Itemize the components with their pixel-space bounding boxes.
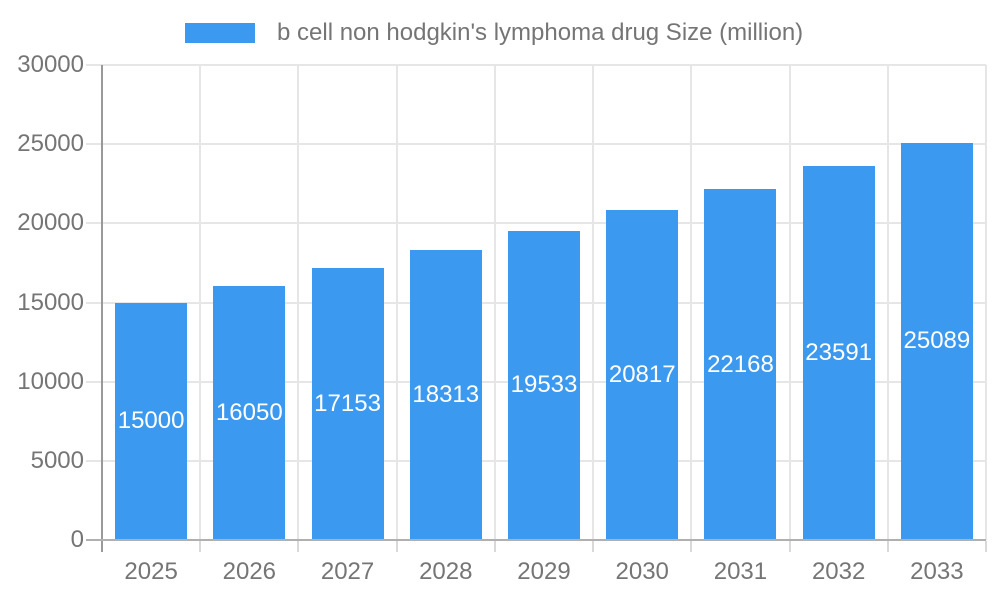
- bar-value-label: 20817: [608, 361, 676, 389]
- gridline-vertical: [395, 65, 398, 540]
- gridline-vertical: [592, 65, 595, 540]
- gridline-horizontal: [102, 143, 986, 146]
- bar-value-label: 22168: [707, 350, 774, 378]
- x-axis-tick: [395, 541, 398, 552]
- gridline-vertical: [886, 65, 889, 540]
- y-axis-tick: [86, 301, 102, 304]
- bar-value-label: 18313: [412, 381, 480, 409]
- bar-2028[interactable]: [409, 250, 482, 540]
- gridline-vertical: [985, 65, 987, 540]
- legend: b cell non hodgkin's lymphoma drug Size …: [185, 19, 804, 46]
- bar-2027[interactable]: [311, 268, 384, 540]
- bar-2032[interactable]: [802, 166, 875, 540]
- bar-2031[interactable]: [704, 189, 777, 540]
- x-tick-label: 2025: [124, 558, 178, 585]
- x-tick-label: 2033: [910, 558, 964, 585]
- bar-value-label: 19533: [510, 371, 578, 399]
- y-tick-label: 5000: [30, 446, 84, 474]
- gridline-vertical: [199, 65, 202, 540]
- bar-value-label: 16050: [215, 398, 283, 426]
- gridline-vertical: [788, 65, 791, 540]
- x-axis-tick: [493, 541, 496, 552]
- y-axis-tick: [86, 64, 102, 66]
- gridline-vertical: [690, 65, 693, 540]
- gridline-vertical: [297, 65, 300, 540]
- y-tick-label: 0: [70, 526, 84, 553]
- x-tick-label: 2028: [419, 558, 473, 585]
- y-axis-tick: [86, 459, 102, 462]
- y-axis-tick: [86, 380, 102, 383]
- y-axis-tick: [86, 222, 102, 225]
- x-tick-label: 2029: [517, 558, 571, 585]
- bar-2025[interactable]: [115, 302, 188, 540]
- x-axis-tick: [788, 541, 791, 552]
- x-axis-tick: [690, 541, 693, 552]
- x-axis-tick: [199, 541, 202, 552]
- x-axis-tick: [886, 541, 889, 552]
- gridline-horizontal: [102, 64, 986, 66]
- y-tick-label: 10000: [17, 367, 84, 395]
- bar-value-label: 17153: [314, 390, 381, 418]
- y-axis-tick: [86, 143, 102, 146]
- y-tick-label: 15000: [17, 288, 84, 316]
- legend-label: b cell non hodgkin's lymphoma drug Size …: [277, 19, 804, 46]
- gridline-horizontal: [102, 222, 986, 225]
- x-axis-tick: [297, 541, 300, 552]
- x-tick-label: 2030: [615, 558, 669, 585]
- y-tick-label: 30000: [17, 51, 84, 78]
- bar-value-label: 25089: [903, 327, 971, 355]
- bar-2026[interactable]: [213, 285, 286, 540]
- bar-2029[interactable]: [508, 230, 580, 540]
- x-axis-line: [86, 539, 986, 541]
- y-axis-line: [101, 65, 103, 552]
- bar-value-label: 15000: [117, 407, 185, 435]
- legend-swatch: [185, 23, 255, 43]
- bar-2033[interactable]: [900, 142, 973, 540]
- x-tick-label: 2031: [713, 558, 768, 585]
- x-axis-tick: [985, 541, 987, 552]
- x-tick-label: 2027: [320, 558, 375, 585]
- x-tick-label: 2032: [811, 558, 866, 585]
- x-tick-label: 2026: [222, 558, 277, 585]
- gridline-vertical: [493, 65, 496, 540]
- y-tick-label: 20000: [17, 209, 84, 237]
- bar-value-label: 23591: [805, 339, 873, 367]
- bar-2030[interactable]: [606, 210, 679, 540]
- x-axis-tick: [592, 541, 595, 552]
- y-tick-label: 25000: [17, 130, 84, 158]
